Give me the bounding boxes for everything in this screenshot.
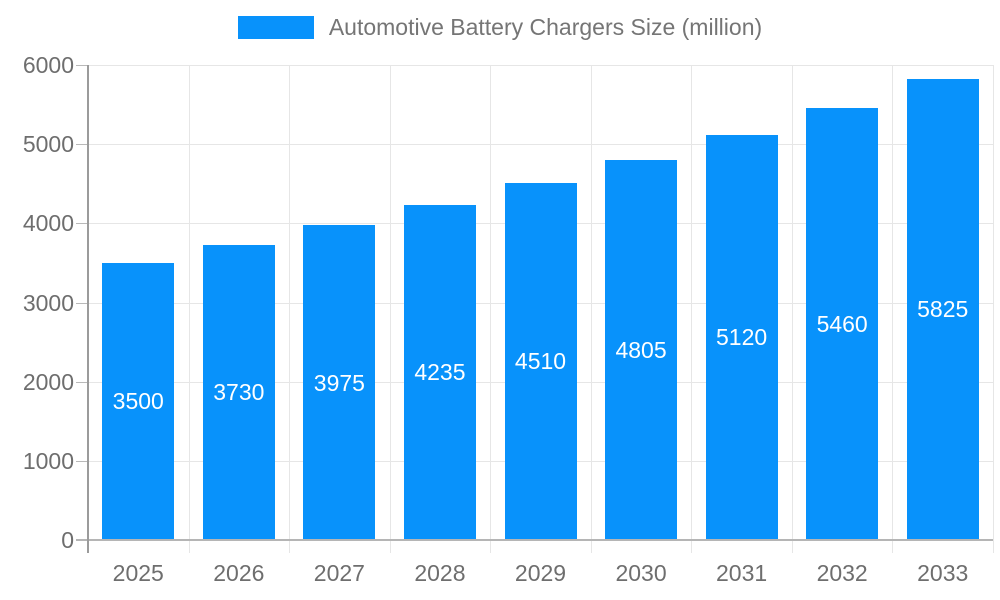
- y-axis-label: 1000: [22, 447, 74, 474]
- bar-value-label: 3500: [112, 388, 164, 415]
- bar-value-label: 4510: [514, 348, 567, 375]
- gridline-horizontal: [88, 65, 993, 66]
- y-axis-line: [87, 65, 89, 553]
- gridline-vertical: [993, 65, 994, 553]
- y-axis-tick: [76, 302, 88, 304]
- y-axis-label: 2000: [22, 368, 74, 395]
- y-axis-label: 6000: [22, 52, 74, 78]
- bar-value-label: 4235: [414, 359, 466, 386]
- x-axis-label: 2026: [213, 560, 265, 586]
- x-axis-label: 2025: [112, 560, 164, 586]
- x-axis-label: 2030: [615, 560, 667, 586]
- legend-label: Automotive Battery Chargers Size (millio…: [328, 14, 763, 40]
- legend-swatch: [237, 16, 314, 39]
- y-axis-label: 5000: [22, 131, 74, 158]
- y-axis-label: 3000: [22, 289, 74, 316]
- y-axis-tick: [76, 460, 88, 462]
- gridline-vertical: [188, 65, 190, 553]
- gridline-vertical: [791, 65, 793, 553]
- bar-value-label: 3730: [213, 379, 265, 406]
- bar: [202, 244, 275, 540]
- bar: [906, 78, 979, 540]
- gridline-vertical: [289, 65, 291, 553]
- bar-value-label: 5120: [716, 324, 768, 351]
- x-axis-label: 2032: [816, 560, 868, 586]
- y-axis-label: 4000: [22, 210, 74, 237]
- y-axis-tick: [76, 65, 88, 66]
- y-axis-label: 0: [61, 527, 74, 553]
- gridline-vertical: [590, 65, 592, 553]
- bar: [806, 107, 879, 540]
- legend-item[interactable]: Automotive Battery Chargers Size (millio…: [237, 14, 763, 41]
- bar: [504, 182, 577, 540]
- bar-value-label: 5825: [917, 296, 969, 323]
- x-axis-label: 2033: [917, 560, 969, 586]
- x-axis-label: 2031: [716, 560, 768, 586]
- bar-value-label: 5460: [816, 310, 868, 337]
- legend: Automotive Battery Chargers Size (millio…: [0, 14, 1000, 41]
- gridline-horizontal: [88, 144, 993, 146]
- x-axis-label: 2027: [313, 560, 365, 586]
- x-axis-label: 2028: [414, 560, 466, 586]
- bar: [605, 159, 678, 540]
- gridline-vertical: [490, 65, 492, 553]
- gridline-vertical: [389, 65, 391, 553]
- y-axis-tick: [76, 381, 88, 383]
- gridline-vertical: [892, 65, 894, 553]
- y-axis-tick: [76, 223, 88, 225]
- gridline-vertical: [691, 65, 693, 553]
- bar: [102, 262, 175, 540]
- bar: [705, 134, 778, 540]
- bar: [303, 225, 376, 540]
- x-axis-label: 2029: [514, 560, 567, 586]
- bar: [403, 204, 476, 540]
- y-axis-tick: [76, 144, 88, 146]
- zero-line: [76, 539, 993, 541]
- bar-value-label: 3975: [313, 369, 365, 396]
- bar-value-label: 4805: [615, 336, 667, 363]
